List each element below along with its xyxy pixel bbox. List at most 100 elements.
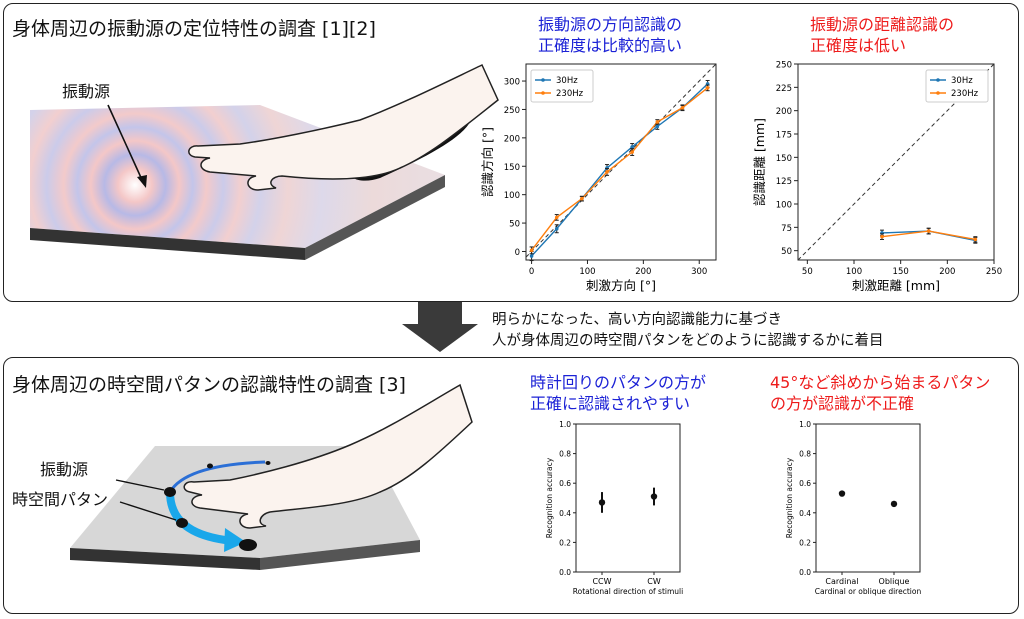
y-tick-label: 0.4 xyxy=(799,509,811,518)
down-arrow-icon xyxy=(402,302,478,352)
top-cap-left: 振動源の方向認識の 正確度は比較的高い xyxy=(538,14,682,56)
data-point xyxy=(890,500,898,508)
y-tick-label: 250 xyxy=(776,61,792,71)
y-tick-label: 0.2 xyxy=(799,538,811,547)
vibration-dot xyxy=(239,539,257,551)
y-tick-label: 100 xyxy=(776,201,792,211)
y-axis-label: Recognition accuracy xyxy=(545,457,554,538)
data-point xyxy=(630,145,634,149)
source-arrowhead-icon xyxy=(137,175,147,188)
data-point xyxy=(973,237,978,242)
data-point xyxy=(655,124,660,129)
y-tick-label: 175 xyxy=(776,131,792,141)
bottom-cap-left: 時計回りのパタンの方が 正確に認識されやすい xyxy=(530,372,706,414)
middle-text: 明らかになった、高い方向認識能力に基づき 人が身体周辺の時空間パタンをどのように… xyxy=(492,310,884,352)
data-point xyxy=(680,105,685,110)
top-cap-right-line1: 振動源の距離認識の xyxy=(810,15,955,34)
middle-line2: 人が身体周辺の時空間パタンをどのように認識するかに着目 xyxy=(492,333,884,349)
chart-cardinal: 0.0 0.2 0.4 0.6 0.8 1.0 Cardinal ObliqueCardina… xyxy=(785,420,921,596)
data-point xyxy=(529,248,534,253)
x-axis-label: 刺激距離 [mm] xyxy=(852,278,940,293)
y-tick-label: 100 xyxy=(504,191,520,201)
plot-frame xyxy=(815,423,921,573)
y-tick-label: 0.6 xyxy=(799,479,811,488)
plot-frame xyxy=(575,423,681,573)
y-tick-label: 0.4 xyxy=(559,509,571,518)
y-tick-label: 250 xyxy=(504,106,520,116)
data-point xyxy=(838,490,846,497)
top-cap-left-line1: 振動源の方向認識の xyxy=(538,15,683,34)
y-tick-label: 50 xyxy=(509,220,520,230)
bottom-title: 身体周辺の時空間パタンの認識特性の調査 [3] xyxy=(12,374,406,396)
legend-marker xyxy=(936,91,940,95)
legend-box xyxy=(530,69,594,103)
data-point xyxy=(598,499,606,506)
source-arrow xyxy=(107,104,144,183)
x-tick-label: 200 xyxy=(635,267,651,277)
x-tick-label: CW xyxy=(647,577,661,586)
x-tick-label: 100 xyxy=(579,267,595,277)
top-cap-left-line2: 正確度は比較的高い xyxy=(538,36,683,55)
y-tick-label: 150 xyxy=(504,163,520,173)
top-cap-right-line2: 正確度は低い xyxy=(810,36,907,55)
x-tick-label: Cardinal xyxy=(825,577,858,586)
plate2-side-edge xyxy=(260,540,420,570)
plate-front-edge xyxy=(30,228,305,260)
data-point xyxy=(705,86,710,90)
chart-distance: 50 100 150 200 250 50 75 100 125 150 175 200 225 250 刺… xyxy=(752,61,1002,294)
bottom-cap-left-line2: 正確に認識されやすい xyxy=(530,394,691,413)
data-point xyxy=(554,215,559,220)
hand2-icon xyxy=(183,383,473,529)
plot-frame xyxy=(525,63,717,261)
vibration-dot xyxy=(207,463,213,469)
legend-label: 230Hz xyxy=(556,89,584,99)
bottom-cap-right-line1: 45°など斜めから始まるパタン xyxy=(770,373,991,392)
top-illustration xyxy=(30,63,499,260)
data-point xyxy=(554,226,559,231)
y-tick-label: 0.0 xyxy=(559,568,571,577)
plate-side-edge xyxy=(305,175,445,260)
y-tick-label: 225 xyxy=(776,84,792,94)
data-point xyxy=(580,196,584,201)
y-tick-label: 1.0 xyxy=(559,420,571,429)
source-pointer xyxy=(115,479,165,491)
legend-label: 30Hz xyxy=(951,76,973,86)
x-tick-label: 150 xyxy=(893,267,909,277)
x-tick-label: Oblique xyxy=(879,577,910,586)
x-tick-label: 250 xyxy=(986,267,1002,277)
data-point xyxy=(630,150,634,154)
pattern-label: 時空間パタン xyxy=(12,490,109,509)
data-point xyxy=(655,120,660,124)
legend-box xyxy=(925,69,989,103)
y-tick-label: 0.0 xyxy=(799,568,811,577)
top-source-label: 振動源 xyxy=(62,82,111,101)
legend-marker xyxy=(541,78,545,82)
y-axis-label: Recognition accuracy xyxy=(785,457,794,538)
y-axis-label: 認識距離 [mm] xyxy=(752,118,767,206)
top-title: 身体周辺の振動源の定位特性の調査 [1][2] xyxy=(12,18,376,40)
bottom-cap-right: 45°など斜めから始まるパタン の方が認識が不正確 xyxy=(770,372,990,414)
data-point xyxy=(605,170,609,174)
x-tick-label: 200 xyxy=(939,267,955,277)
legend-label: 230Hz xyxy=(951,89,979,99)
data-point xyxy=(926,229,931,233)
plate2-front-edge xyxy=(70,548,260,570)
y-tick-label: 0.8 xyxy=(799,450,811,459)
y-tick-label: 0 xyxy=(515,248,520,258)
x-tick-label: 300 xyxy=(691,267,707,277)
chart-direction: 0 100 200 300 0 50 100 150 200 250 300 刺激方向 [°] 認識方向… xyxy=(480,63,717,293)
data-point xyxy=(650,493,658,500)
y-tick-label: 50 xyxy=(781,247,792,257)
top-cap-right: 振動源の距離認識の 正確度は低い xyxy=(810,14,954,56)
bottom-illustration xyxy=(70,383,473,570)
legend-marker xyxy=(541,91,545,95)
x-tick-label: 50 xyxy=(802,267,813,277)
vibration-dot xyxy=(176,518,188,528)
bottom-cap-left-line1: 時計回りのパタンの方が xyxy=(530,373,707,392)
y-tick-label: 150 xyxy=(776,154,792,164)
x-tick-label: CCW xyxy=(592,577,611,586)
y-tick-label: 1.0 xyxy=(799,420,811,429)
plot-frame xyxy=(797,63,995,261)
series-line-230Hz xyxy=(531,87,709,251)
y-tick-label: 0.6 xyxy=(559,479,571,488)
